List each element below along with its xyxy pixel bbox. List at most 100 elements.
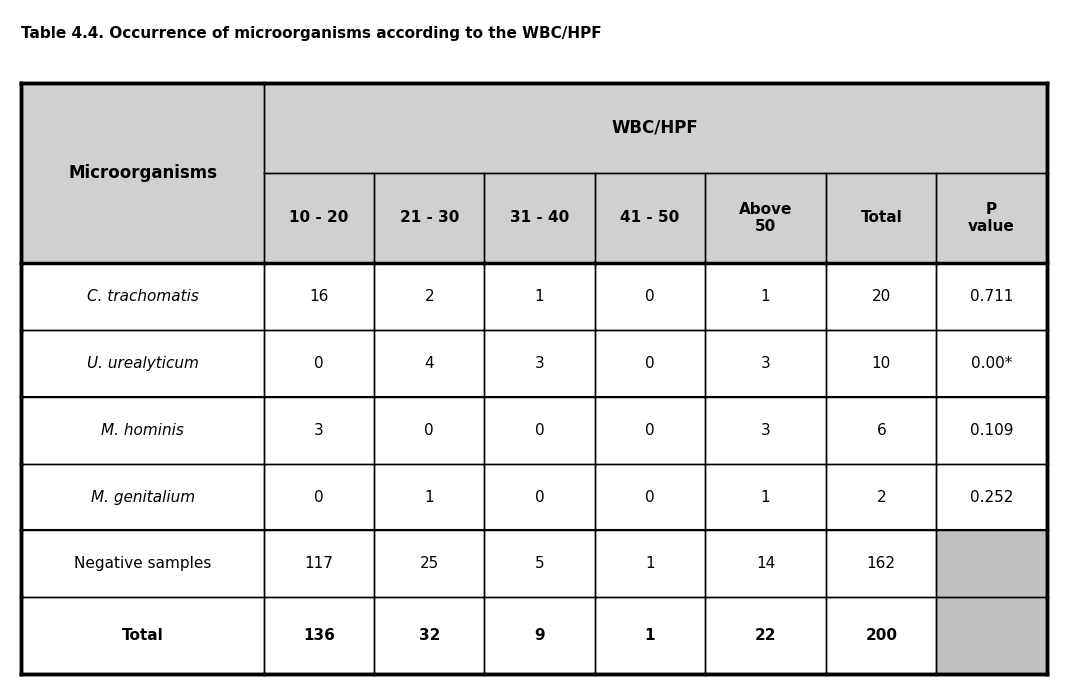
Text: 0: 0 (424, 422, 434, 438)
Bar (705, 530, 827, 597)
Text: 0.00*: 0.00* (971, 356, 1012, 371)
Bar (937, 397, 1047, 464)
Bar (937, 263, 1047, 330)
Bar (827, 530, 937, 597)
Bar (937, 464, 1047, 530)
Bar (485, 330, 595, 397)
Bar (21, 83, 264, 263)
Text: 31 - 40: 31 - 40 (509, 211, 569, 226)
Bar (595, 530, 705, 597)
Bar (374, 173, 485, 263)
Bar (264, 530, 374, 597)
Text: 0.711: 0.711 (970, 289, 1014, 304)
Text: 2: 2 (877, 490, 886, 504)
Bar (374, 597, 485, 674)
Text: 14: 14 (756, 557, 775, 572)
Text: 0: 0 (314, 490, 324, 504)
Text: 0: 0 (645, 289, 655, 304)
Bar (485, 263, 595, 330)
Bar (21, 597, 264, 674)
Text: 1: 1 (760, 289, 770, 304)
Bar (595, 330, 705, 397)
Text: 6: 6 (877, 422, 886, 438)
Text: 0: 0 (645, 356, 655, 371)
Text: 0: 0 (314, 356, 324, 371)
Bar (595, 173, 705, 263)
Bar (374, 397, 485, 464)
Text: 5: 5 (535, 557, 545, 572)
Bar (937, 597, 1047, 674)
Text: 3: 3 (760, 422, 770, 438)
Bar (937, 173, 1047, 263)
Bar (374, 330, 485, 397)
Text: 2: 2 (424, 289, 434, 304)
Text: M. hominis: M. hominis (101, 422, 184, 438)
Text: 9: 9 (534, 628, 545, 643)
Text: Total: Total (122, 628, 163, 643)
Text: 16: 16 (310, 289, 329, 304)
Bar (485, 530, 595, 597)
Bar (21, 330, 264, 397)
Bar (827, 330, 937, 397)
Text: Above
50: Above 50 (739, 202, 792, 234)
Bar (21, 464, 264, 530)
Text: 0: 0 (535, 490, 545, 504)
Bar (705, 330, 827, 397)
Text: Table 4.4. Occurrence of microorganisms according to the WBC/HPF: Table 4.4. Occurrence of microorganisms … (21, 26, 602, 41)
Bar (264, 263, 374, 330)
Text: 41 - 50: 41 - 50 (621, 211, 679, 226)
Bar (374, 263, 485, 330)
Bar (264, 597, 374, 674)
Text: 3: 3 (535, 356, 545, 371)
Bar (21, 263, 264, 330)
Text: Microorganisms: Microorganisms (68, 164, 217, 182)
Text: 162: 162 (867, 557, 896, 572)
Text: 21 - 30: 21 - 30 (399, 211, 459, 226)
Text: 0.109: 0.109 (970, 422, 1014, 438)
Text: 25: 25 (420, 557, 439, 572)
Bar (595, 597, 705, 674)
Text: 1: 1 (535, 289, 545, 304)
Bar (264, 173, 374, 263)
Bar (485, 464, 595, 530)
Text: Negative samples: Negative samples (74, 557, 211, 572)
Text: 22: 22 (755, 628, 776, 643)
Bar (595, 464, 705, 530)
Text: C. trachomatis: C. trachomatis (87, 289, 199, 304)
Bar (827, 263, 937, 330)
Bar (264, 464, 374, 530)
Bar (374, 464, 485, 530)
Bar (595, 397, 705, 464)
Text: 1: 1 (760, 490, 770, 504)
Bar (485, 397, 595, 464)
Bar (705, 597, 827, 674)
Text: WBC/HPF: WBC/HPF (612, 119, 698, 137)
Bar (705, 397, 827, 464)
Text: 4: 4 (424, 356, 434, 371)
Text: 20: 20 (871, 289, 891, 304)
Bar (827, 464, 937, 530)
Text: 136: 136 (303, 628, 335, 643)
Text: 10 - 20: 10 - 20 (289, 211, 349, 226)
Text: 1: 1 (644, 628, 655, 643)
Text: P
value: P value (969, 202, 1015, 234)
Text: 0.252: 0.252 (970, 490, 1014, 504)
Bar (937, 330, 1047, 397)
Bar (705, 464, 827, 530)
Text: 117: 117 (304, 557, 333, 572)
Text: 3: 3 (314, 422, 324, 438)
Text: 200: 200 (865, 628, 897, 643)
Text: U. urealyticum: U. urealyticum (87, 356, 199, 371)
Bar (485, 173, 595, 263)
Text: 1: 1 (424, 490, 434, 504)
Bar (705, 173, 827, 263)
Text: 3: 3 (760, 356, 770, 371)
Bar (264, 83, 1047, 173)
Text: 0: 0 (535, 422, 545, 438)
Text: Total: Total (861, 211, 902, 226)
Bar (264, 330, 374, 397)
Bar (374, 530, 485, 597)
Bar (595, 263, 705, 330)
Bar (705, 263, 827, 330)
Text: 32: 32 (419, 628, 440, 643)
